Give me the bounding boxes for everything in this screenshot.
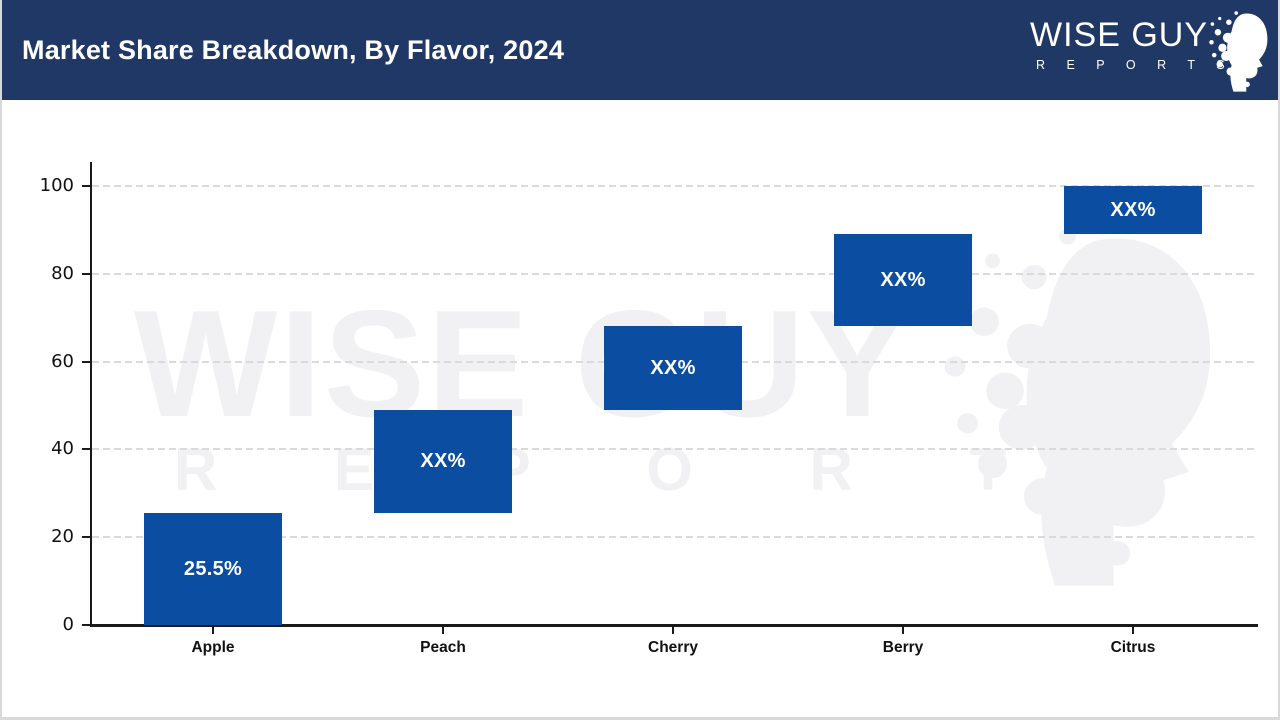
gridline-100 (92, 185, 1257, 187)
x-tick-citrus (1132, 626, 1134, 634)
x-category-label: Apple (191, 639, 235, 656)
head-profile-icon (1209, 11, 1268, 92)
y-tick-label: 100 (39, 175, 74, 196)
brand-name: WISE GUY (1030, 16, 1209, 54)
gridline-40 (92, 448, 1257, 451)
bar-value-label: 25.5% (183, 557, 243, 580)
header-bar: Market Share Breakdown, By Flavor, 2024 … (2, 0, 1278, 100)
y-tick-100 (82, 185, 90, 187)
bar-value-label: XX% (880, 268, 926, 291)
x-axis-line (90, 624, 1258, 627)
y-axis-line (90, 162, 92, 626)
y-tick-40 (82, 448, 90, 451)
bar-value-label: XX% (420, 449, 466, 472)
x-tick-cherry (672, 626, 674, 634)
x-category-label: Berry (882, 639, 924, 656)
bar-berry: XX% (834, 234, 972, 327)
bar-citrus: XX% (1064, 186, 1202, 235)
bar-peach: XX% (374, 409, 512, 514)
x-category-label: Cherry (648, 639, 698, 656)
gridline-80 (92, 272, 1257, 275)
y-tick-label: 0 (62, 614, 74, 635)
watermark-brand-text: WISE GUY (134, 279, 911, 449)
y-tick-label: 80 (51, 262, 74, 284)
x-category-label: Citrus (1110, 639, 1156, 656)
y-tick-label: 40 (51, 438, 74, 460)
brand-logo-text: WISE GUY R E P O R T S (1030, 16, 1234, 72)
bar-value-label: XX% (1110, 198, 1156, 221)
bar-apple: 25.5% (144, 513, 282, 625)
y-tick-label: 20 (51, 526, 74, 548)
bar-value-label: XX% (650, 356, 696, 379)
y-tick-80 (82, 272, 90, 275)
watermark-head-profile (944, 228, 1211, 586)
x-tick-apple (212, 626, 214, 634)
x-tick-berry (902, 626, 904, 634)
brand-logo: WISE GUY R E P O R T S (1030, 6, 1270, 96)
x-category-label: Peach (420, 639, 466, 656)
y-tick-0 (82, 624, 90, 626)
y-tick-20 (82, 536, 90, 539)
gridline-20 (92, 536, 1257, 539)
y-tick-label: 60 (51, 350, 74, 372)
x-tick-peach (442, 626, 444, 634)
brand-subtitle: R E P O R T S (1036, 58, 1234, 72)
bar-cherry: XX% (604, 326, 742, 410)
page-title: Market Share Breakdown, By Flavor, 2024 (22, 34, 565, 65)
y-tick-60 (82, 360, 90, 363)
